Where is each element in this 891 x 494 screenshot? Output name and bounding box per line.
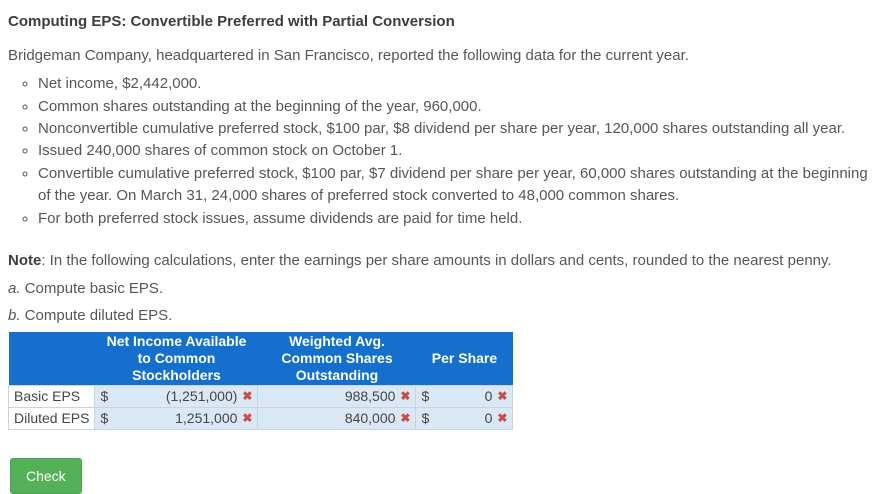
col-header-shares: Weighted Avg. Common Shares Outstanding [257, 332, 416, 386]
fact-item: Nonconvertible cumulative preferred stoc… [38, 118, 883, 140]
col-header-net-income: Net Income Available to Common Stockhold… [94, 332, 258, 386]
incorrect-icon: ✖ [242, 411, 253, 426]
basic-per-share-field[interactable]: $ 0 ✖ [415, 384, 514, 408]
row-label-diluted-eps: Diluted EPS [7, 406, 96, 430]
currency-symbol: $ [421, 410, 430, 427]
note-label: Note [8, 252, 42, 270]
currency-symbol: $ [421, 388, 430, 405]
part-a-label: a. [8, 279, 21, 297]
part-b: b. Compute diluted EPS. [8, 305, 883, 327]
incorrect-icon: ✖ [497, 389, 508, 404]
fact-item: Common shares outstanding at the beginni… [38, 96, 883, 118]
basic-shares-field[interactable]: 988,500 ✖ [257, 384, 417, 408]
check-button[interactable]: Check [10, 457, 82, 494]
header-row: Net Income Available to Common Stockhold… [8, 332, 513, 386]
col-header-blank [8, 332, 95, 386]
row-label-basic-eps: Basic EPS [7, 384, 96, 408]
basic-per-share-value: 0 [484, 388, 493, 405]
fact-item: Net income, $2,442,000. [38, 73, 883, 95]
facts-list: Net income, $2,442,000. Common shares ou… [8, 73, 883, 230]
note-text: Note: In the following calculations, ent… [8, 250, 883, 272]
part-a: a. Compute basic EPS. [8, 278, 883, 300]
currency-symbol: $ [100, 410, 109, 427]
incorrect-icon: ✖ [400, 389, 411, 404]
intro-text: Bridgeman Company, headquartered in San … [8, 46, 689, 64]
part-b-text: Compute diluted EPS. [20, 306, 173, 324]
note-body: : In the following calculations, enter t… [41, 252, 832, 270]
col-header-per-share: Per Share [415, 332, 513, 386]
incorrect-icon: ✖ [497, 411, 508, 426]
fact-item: Convertible cumulative preferred stock, … [38, 163, 883, 208]
diluted-net-income-value: 1,251,000 [175, 410, 238, 427]
diluted-per-share-value: 0 [484, 410, 493, 427]
basic-net-income-field[interactable]: $ (1,251,000) ✖ [94, 384, 259, 408]
table-row-diluted-eps: Diluted EPS $ 1,251,000 ✖ 840,000 ✖ $ 0 [7, 406, 514, 430]
part-a-text: Compute basic EPS. [20, 279, 164, 297]
table-row-basic-eps: Basic EPS $ (1,251,000) ✖ 988,500 ✖ $ 0 [7, 384, 514, 408]
diluted-per-share-field[interactable]: $ 0 ✖ [415, 406, 514, 430]
part-b-label: b. [8, 306, 21, 324]
diluted-shares-value: 840,000 [344, 410, 396, 427]
fact-item: For both preferred stock issues, assume … [38, 208, 883, 230]
diluted-shares-field[interactable]: 840,000 ✖ [257, 406, 417, 430]
diluted-net-income-field[interactable]: $ 1,251,000 ✖ [94, 406, 259, 430]
basic-shares-value: 988,500 [344, 388, 396, 405]
page-title: Computing EPS: Convertible Preferred wit… [8, 13, 455, 30]
fact-item: Issued 240,000 shares of common stock on… [38, 140, 883, 162]
incorrect-icon: ✖ [400, 411, 411, 426]
incorrect-icon: ✖ [242, 389, 253, 404]
results-table: Net Income Available to Common Stockhold… [7, 332, 514, 430]
basic-net-income-value: (1,251,000) [165, 388, 238, 405]
currency-symbol: $ [100, 388, 109, 405]
